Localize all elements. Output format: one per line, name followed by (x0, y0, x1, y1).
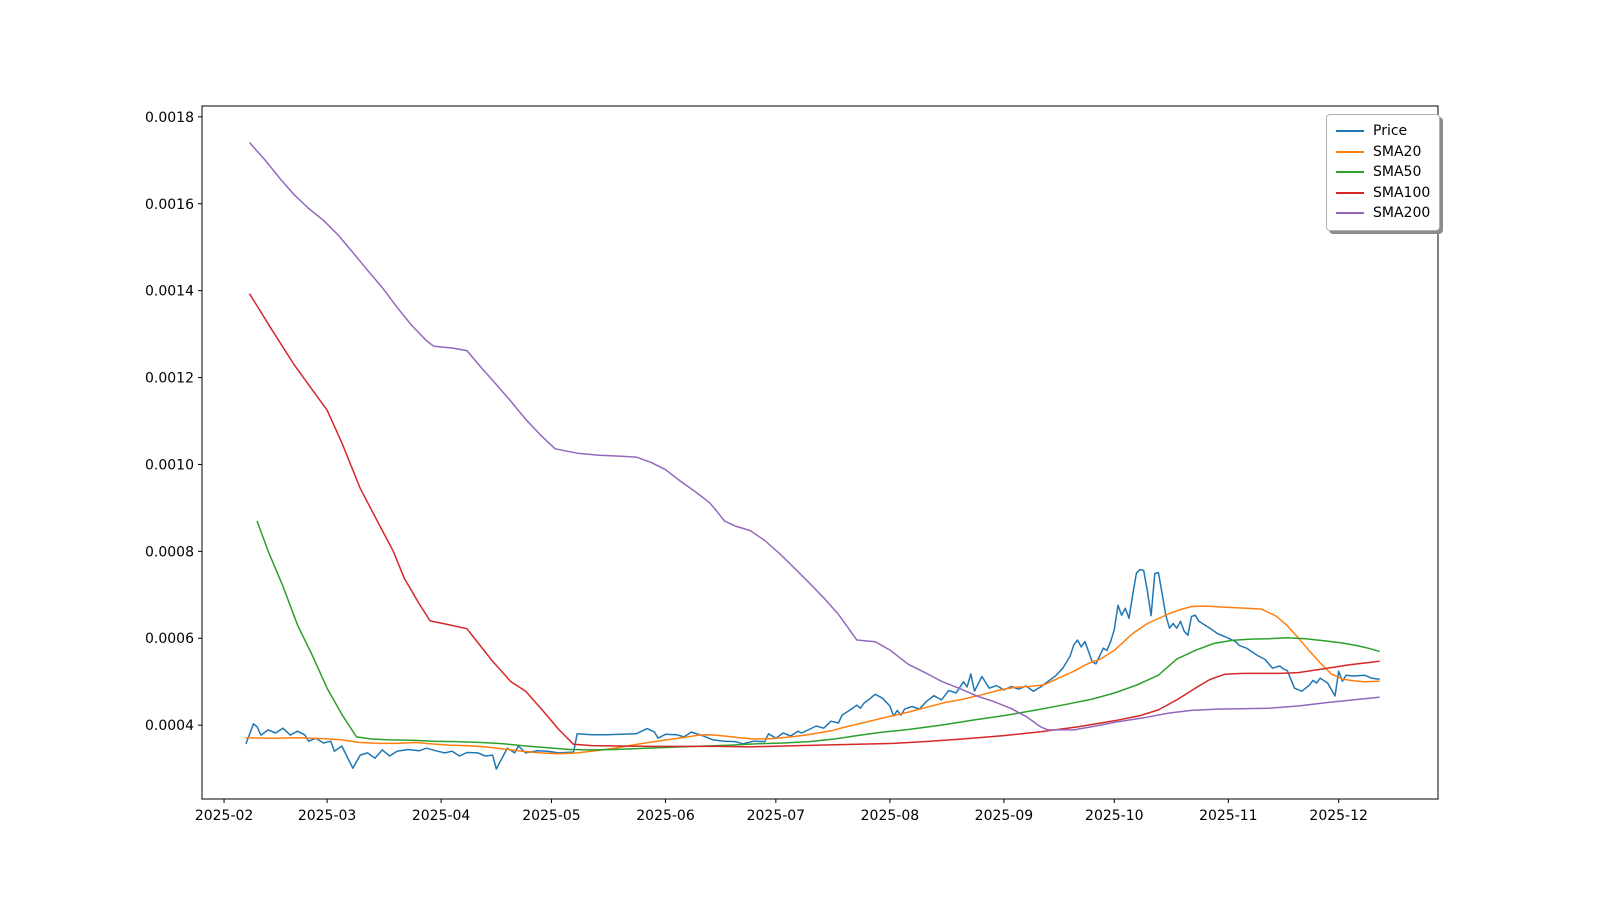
y-tick-label: 0.0008 (145, 544, 194, 560)
x-tick-label: 2025-04 (412, 808, 471, 824)
x-tick-label: 2025-12 (1309, 808, 1368, 824)
x-tick-label: 2025-05 (522, 808, 581, 824)
y-tick-label: 0.0014 (145, 284, 194, 300)
x-tick-label: 2025-09 (975, 808, 1034, 824)
series-line-sma200 (249, 142, 1380, 731)
legend-label: SMA20 (1373, 143, 1422, 160)
legend-label: SMA50 (1373, 164, 1422, 181)
series-line-price (245, 568, 1380, 770)
x-tick-label: 2025-08 (861, 808, 920, 824)
x-tick-label: 2025-06 (636, 808, 695, 824)
legend-item-sma50: SMA50 (1336, 162, 1430, 183)
plot-border (201, 105, 1439, 800)
legend-item-sma200: SMA200 (1336, 203, 1430, 224)
x-tick-label: 2025-11 (1199, 808, 1258, 824)
x-tick-label: 2025-03 (298, 808, 357, 824)
y-tick-label: 0.0012 (145, 371, 194, 387)
legend-line-swatch-sma20 (1336, 150, 1364, 153)
legend-line-swatch-sma200 (1336, 212, 1364, 215)
series-line-sma100 (249, 293, 1380, 748)
legend-item-price: Price (1336, 121, 1430, 142)
legend-label: SMA200 (1373, 205, 1431, 222)
y-tick-label: 0.0018 (145, 110, 194, 126)
legend-label: Price (1373, 123, 1408, 140)
legend: Price SMA20 SMA50 SMA100 SMA200 (1326, 114, 1441, 231)
legend-item-sma100: SMA100 (1336, 183, 1430, 204)
y-tick-label: 0.0004 (145, 718, 194, 734)
series-line-sma50 (256, 520, 1380, 751)
x-tick-label: 2025-07 (747, 808, 806, 824)
legend-label: SMA100 (1373, 184, 1431, 201)
x-tick-label: 2025-10 (1085, 808, 1144, 824)
y-tick-label: 0.0006 (145, 631, 194, 647)
legend-line-swatch-sma100 (1336, 191, 1364, 194)
series-line-sma20 (245, 605, 1380, 755)
legend-line-swatch-price (1336, 130, 1364, 133)
y-tick-label: 0.0016 (145, 197, 194, 213)
y-tick-label: 0.0010 (145, 457, 194, 473)
legend-line-swatch-sma50 (1336, 171, 1364, 174)
x-tick-label: 2025-02 (195, 808, 254, 824)
legend-item-sma20: SMA20 (1336, 142, 1430, 163)
